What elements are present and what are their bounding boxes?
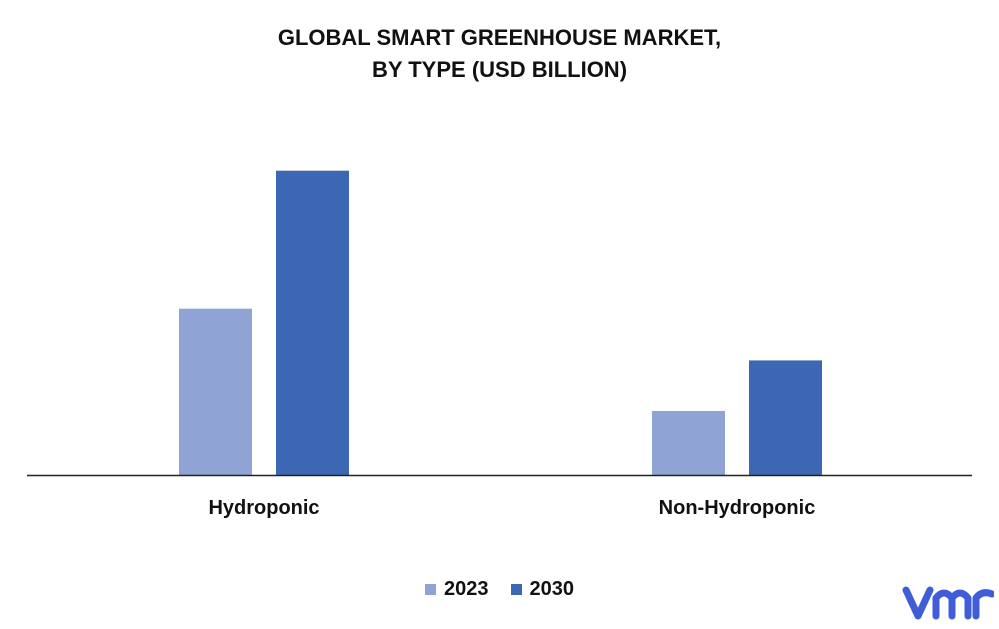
category-label-hydroponic: Hydroponic [208, 497, 319, 519]
bar-non-hydroponic-2030 [749, 360, 822, 475]
legend-item-2023: 2023 [425, 578, 489, 601]
chart-title-line-1: GLOBAL SMART GREENHOUSE MARKET, [277, 25, 722, 50]
category-label-non-hydroponic: Non-Hydroponic [659, 497, 816, 519]
vmr-logo [902, 586, 994, 620]
legend-label-2030: 2030 [529, 578, 575, 600]
bar-hydroponic-2023 [179, 308, 252, 475]
chart-title-line-2: BY TYPE (USD BILLION) [371, 57, 628, 82]
legend-label-2023: 2023 [444, 578, 489, 600]
legend-item-2030: 2030 [510, 578, 575, 601]
legend-swatch-2030 [510, 584, 522, 595]
bar-non-hydroponic-2023 [652, 410, 725, 475]
legend-swatch-2023 [425, 584, 436, 595]
chart-title: GLOBAL SMART GREENHOUSE MARKET, BY TYPE … [0, 22, 999, 86]
legend: 2023 2030 [0, 578, 999, 601]
bar-hydroponic-2030 [276, 170, 349, 476]
